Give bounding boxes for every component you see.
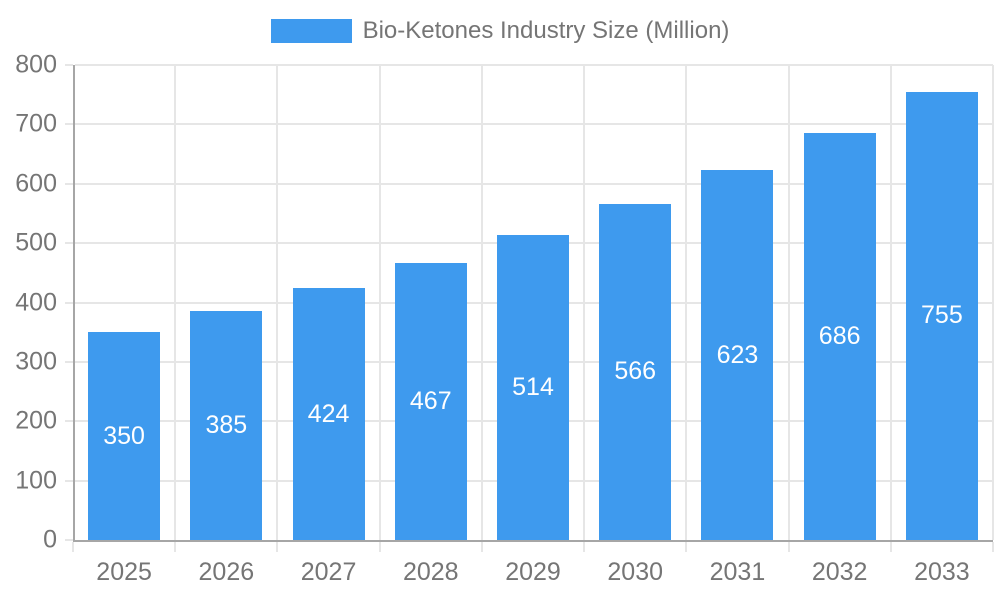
h-gridline [75,64,993,66]
h-gridline [75,123,993,126]
y-tick-label: 700 [15,109,57,138]
bar-2025: 350 [88,332,161,540]
v-gridline [583,65,586,540]
y-tick-label: 500 [15,228,57,257]
x-tick-label: 2028 [402,558,459,586]
bar-value-label: 424 [307,399,350,428]
bar-value-label: 566 [614,357,657,386]
y-tick-mark [65,242,73,245]
x-tick-mark [889,542,892,552]
bar-value-label: 623 [716,340,759,369]
x-tick-mark [378,542,381,552]
bar-2031: 623 [701,170,774,540]
x-tick-label: 2027 [300,558,357,586]
bar-value-label: 350 [103,421,145,450]
y-tick-label: 800 [15,50,57,79]
y-tick-mark [65,123,73,126]
x-tick-mark [787,542,790,552]
x-axis-line [73,540,993,542]
x-tick-mark [685,542,688,552]
bar-2029: 514 [497,234,569,540]
y-tick-mark [65,64,73,66]
y-tick-label: 300 [15,347,57,376]
bar-2026: 385 [190,311,263,540]
y-tick-label: 200 [15,406,57,435]
y-tick-mark [65,182,73,185]
x-tick-mark [992,542,994,552]
v-gridline [889,65,892,540]
y-axis-line [73,65,75,540]
bar-value-label: 385 [205,411,248,440]
v-gridline [992,65,994,540]
y-tick-mark [65,539,73,541]
bar-2027: 424 [292,288,365,540]
bar-2033: 755 [905,91,978,540]
bar-value-label: 467 [409,386,452,415]
y-tick-label: 0 [43,525,57,554]
y-tick-label: 400 [15,288,57,316]
bar-value-label: 514 [512,372,554,401]
y-tick-label: 100 [15,466,57,495]
legend-label: Bio-Ketones Industry Size (Million) [362,17,730,44]
x-tick-label: 2033 [914,558,970,586]
v-gridline [685,65,688,540]
x-tick-label: 2031 [709,558,766,586]
h-gridline [75,182,993,185]
x-tick-label: 2029 [505,558,561,586]
x-tick-mark [276,542,279,552]
bar-2030: 566 [599,203,672,540]
bar-value-label: 755 [921,301,963,330]
x-tick-label: 2026 [198,558,255,586]
chart-legend: Bio-Ketones Industry Size (Million) [0,17,1000,45]
x-tick-label: 2025 [96,558,152,586]
v-gridline [787,65,790,540]
y-tick-mark [65,479,73,482]
v-gridline [378,65,381,540]
y-tick-mark [65,420,73,423]
bar-2032: 686 [803,132,876,540]
y-tick-label: 600 [15,169,57,198]
x-tick-mark [174,542,177,552]
x-tick-mark [480,542,483,552]
v-gridline [174,65,177,540]
v-gridline [480,65,483,540]
x-tick-label: 2030 [607,558,664,586]
y-tick-mark [65,301,73,304]
bar-2028: 467 [394,262,467,540]
bar-value-label: 686 [818,321,861,350]
v-gridline [276,65,279,540]
x-tick-mark [583,542,586,552]
plot-area: 0 100 200 300 400 500 600 700 800 350 2025 385 2026 4… [15,52,994,585]
legend-swatch [270,19,352,43]
x-tick-label: 2032 [811,558,868,586]
x-tick-mark [72,542,74,552]
y-tick-mark [65,360,73,363]
